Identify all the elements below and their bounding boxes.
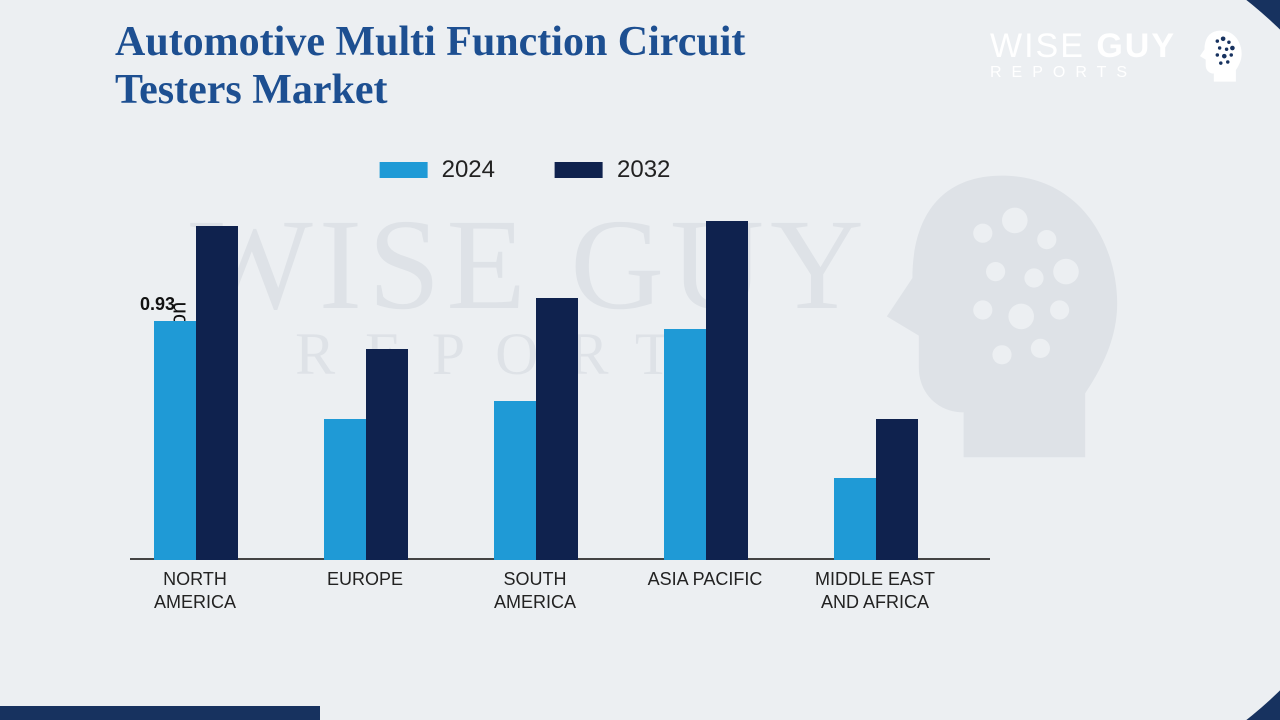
bottom-accent-strip xyxy=(0,706,320,720)
category-label: EUROPE xyxy=(300,568,430,591)
bar-2032 xyxy=(196,226,238,560)
stage: WISE GUY REPORTS Automotive Multi Functi… xyxy=(0,0,1280,720)
bar-2024 xyxy=(494,401,536,560)
legend-label-2024: 2024 xyxy=(442,156,495,184)
bar-2032 xyxy=(876,419,918,560)
chart-title: Automotive Multi Function Circuit Tester… xyxy=(115,18,855,115)
legend-label-2032: 2032 xyxy=(617,156,670,184)
bar-2024 xyxy=(664,329,706,560)
plot-area: 0.93NORTH AMERICAEUROPESOUTH AMERICAASIA… xyxy=(130,200,990,560)
brand-text: WISE GUY REPORTS xyxy=(990,29,1176,81)
head-icon xyxy=(1186,26,1244,84)
legend-swatch-2032 xyxy=(555,162,603,178)
bar-2032 xyxy=(366,349,408,560)
bar-2032 xyxy=(536,298,578,560)
category-label: ASIA PACIFIC xyxy=(640,568,770,591)
bar-2024 xyxy=(154,321,196,560)
brand-guy: GUY xyxy=(1096,27,1176,65)
legend-item-2032: 2032 xyxy=(555,156,670,184)
category-label: SOUTH AMERICA xyxy=(470,568,600,613)
bar-2032 xyxy=(706,221,748,560)
legend-item-2024: 2024 xyxy=(380,156,495,184)
brand-reports: REPORTS xyxy=(990,65,1176,81)
legend: 2024 2032 xyxy=(380,156,671,184)
category-label: NORTH AMERICA xyxy=(130,568,260,613)
chart-area: Market Size in USD Billion 2024 2032 0.9… xyxy=(60,160,990,700)
category-label: MIDDLE EAST AND AFRICA xyxy=(810,568,940,613)
bar-2024 xyxy=(834,478,876,560)
bar-value-label: 0.93 xyxy=(140,294,175,315)
bar-2024 xyxy=(324,419,366,560)
brand-wise: WISE xyxy=(990,27,1085,65)
legend-swatch-2024 xyxy=(380,162,428,178)
brand-logo: WISE GUY REPORTS xyxy=(990,26,1250,84)
